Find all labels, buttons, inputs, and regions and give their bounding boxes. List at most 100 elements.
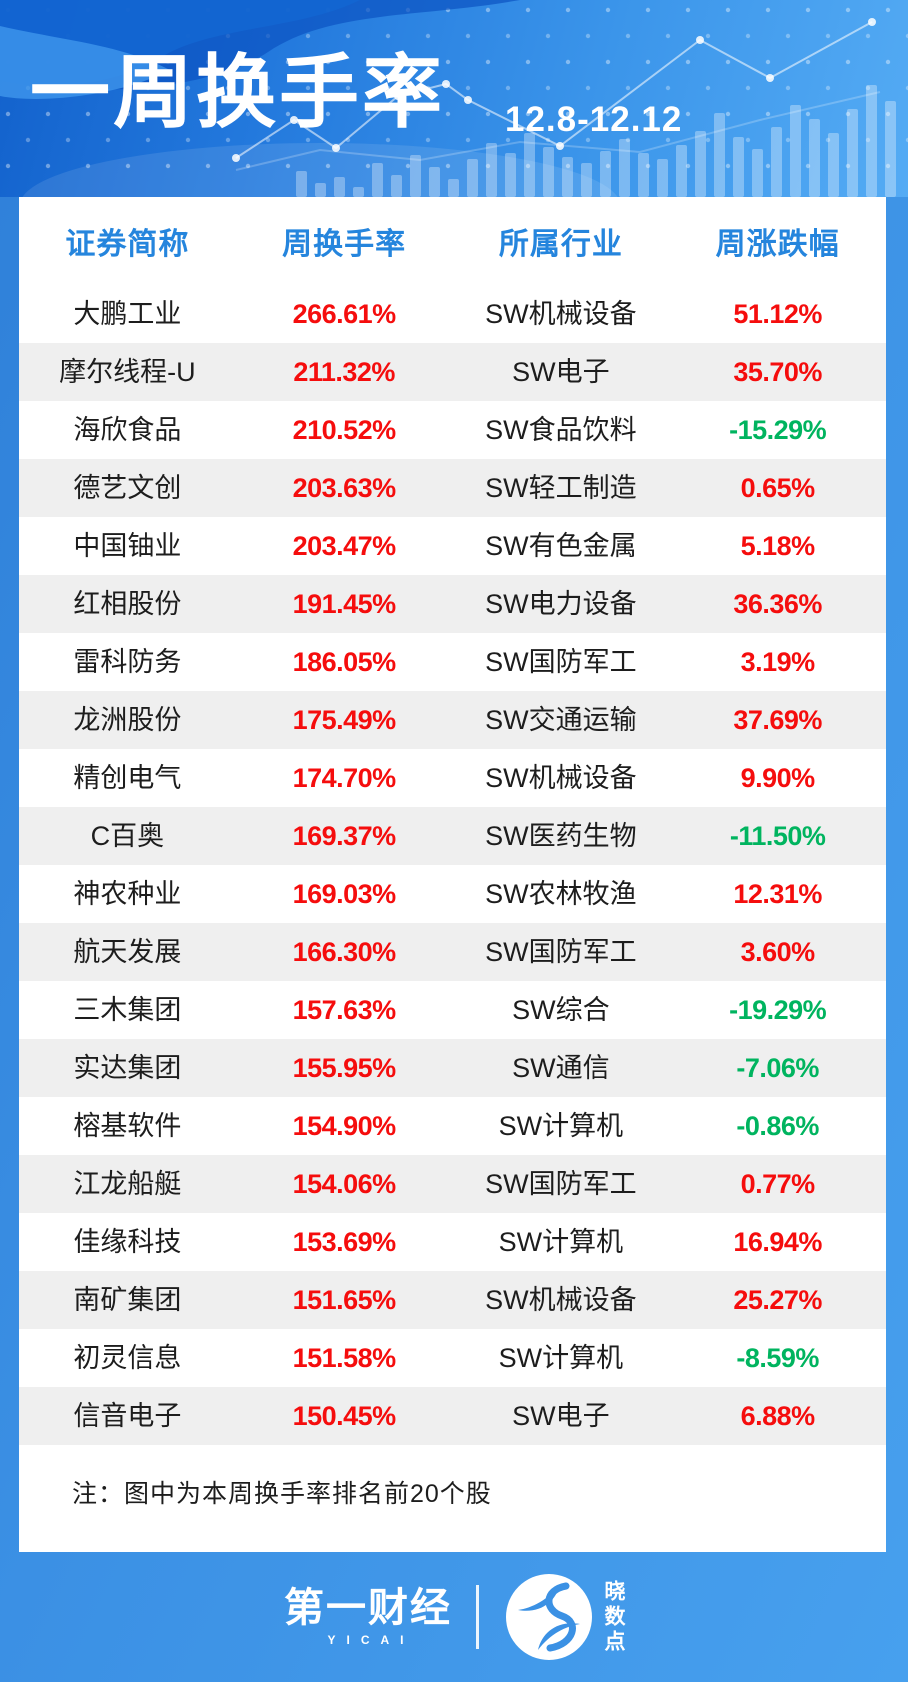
stock-name: 榕基软件 <box>73 1110 182 1141</box>
change-value: 0.77% <box>740 1168 816 1199</box>
yicai-logo-text: 第一财经 <box>284 1585 452 1630</box>
footnote: 注：图中为本周换手率排名前20个股 <box>72 1480 492 1508</box>
table-row: C百奥 169.37% SW医药生物 -11.50% <box>19 807 886 865</box>
table-row: 雷科防务 186.05% SW国防军工 3.19% <box>19 633 886 691</box>
turnover-value: 169.03% <box>292 878 397 909</box>
column-header-stock: 证券简称 <box>65 228 190 261</box>
industry-label: SW机械设备 <box>485 1284 637 1315</box>
turnover-value: 174.70% <box>292 762 397 793</box>
table-header-row: 证券简称 周换手率 所属行业 周涨跌幅 <box>19 197 886 285</box>
stock-name: 红相股份 <box>73 588 182 619</box>
change-value: 9.90% <box>740 762 816 793</box>
industry-label: SW综合 <box>512 994 610 1025</box>
table-row: 江龙船艇 154.06% SW国防军工 0.77% <box>19 1155 886 1213</box>
column-header-turnover: 周换手率 <box>282 228 407 261</box>
column-header-change: 周涨跌幅 <box>715 228 840 261</box>
industry-label: SW计算机 <box>498 1342 624 1373</box>
turnover-value: 157.63% <box>292 994 397 1025</box>
table-row: 南矿集团 151.65% SW机械设备 25.27% <box>19 1271 886 1329</box>
stock-name: 精创电气 <box>73 762 182 793</box>
change-value: 12.31% <box>733 878 822 909</box>
turnover-value: 151.58% <box>292 1342 397 1373</box>
page-title: 一周换手率 <box>30 48 445 137</box>
stock-name: 三木集团 <box>73 994 182 1025</box>
change-value: 51.12% <box>733 298 822 329</box>
bar-chart-silhouette <box>296 85 896 197</box>
change-value: 25.27% <box>733 1284 822 1315</box>
change-value: 16.94% <box>733 1226 822 1257</box>
industry-label: SW机械设备 <box>485 298 637 329</box>
stock-name: C百奥 <box>90 820 165 851</box>
industry-label: SW国防军工 <box>485 936 637 967</box>
wave-shape-light <box>0 26 170 99</box>
date-range: 12.8-12.12 <box>505 100 683 139</box>
turnover-value: 166.30% <box>292 936 397 967</box>
table-row: 海欣食品 210.52% SW食品饮料 -15.29% <box>19 401 886 459</box>
change-value: -15.29% <box>729 414 827 445</box>
change-value: 3.60% <box>740 936 816 967</box>
table-row: 佳缘科技 153.69% SW计算机 16.94% <box>19 1213 886 1271</box>
turnover-value: 153.69% <box>292 1226 397 1257</box>
stock-name: 大鹏工业 <box>73 298 182 329</box>
haze-glow <box>22 143 618 197</box>
change-value: -0.86% <box>736 1110 819 1141</box>
banner-decoration-graphic <box>0 0 908 197</box>
industry-label: SW机械设备 <box>485 762 637 793</box>
stock-name: 初灵信息 <box>73 1342 182 1373</box>
line-chart-main <box>235 21 873 159</box>
industry-label: SW国防军工 <box>485 646 637 677</box>
table-row: 神农种业 169.03% SW农林牧渔 12.31% <box>19 865 886 923</box>
change-value: 37.69% <box>733 704 822 735</box>
yicai-logo: 第一财经 YICAI <box>284 1588 452 1647</box>
stock-name: 海欣食品 <box>73 414 182 445</box>
stock-name: 实达集团 <box>73 1052 182 1083</box>
table-row: 红相股份 191.45% SW电力设备 36.36% <box>19 575 886 633</box>
yicai-logo-subtext: YICAI <box>327 1632 415 1647</box>
table-row: 德艺文创 203.63% SW轻工制造 0.65% <box>19 459 886 517</box>
industry-label: SW电子 <box>512 1400 610 1431</box>
change-value: 0.65% <box>740 472 816 503</box>
table-row: 精创电气 174.70% SW机械设备 9.90% <box>19 749 886 807</box>
industry-label: SW通信 <box>512 1052 610 1083</box>
table-row: 信音电子 150.45% SW电子 6.88% <box>19 1387 886 1445</box>
change-value: 3.19% <box>740 646 816 677</box>
table-row: 实达集团 155.95% SW通信 -7.06% <box>19 1039 886 1097</box>
footer-divider <box>476 1585 479 1649</box>
change-value: 35.70% <box>733 356 822 387</box>
turnover-value: 203.63% <box>292 472 397 503</box>
line-chart-markers <box>232 18 876 162</box>
industry-label: SW有色金属 <box>485 530 637 561</box>
turnover-value: 175.49% <box>292 704 397 735</box>
industry-label: SW电力设备 <box>485 588 637 619</box>
change-value: 6.88% <box>740 1400 816 1431</box>
turnover-value: 154.06% <box>292 1168 397 1199</box>
turnover-value: 191.45% <box>292 588 397 619</box>
footer-bar: 第一财经 YICAI 晓数点 <box>0 1552 908 1682</box>
line-chart-faint <box>235 91 881 171</box>
turnover-value: 211.32% <box>293 356 395 387</box>
industry-label: SW食品饮料 <box>485 414 637 445</box>
stock-name: 信音电子 <box>73 1400 182 1431</box>
table-row: 三木集团 157.63% SW综合 -19.29% <box>19 981 886 1039</box>
stock-name: 神农种业 <box>73 878 182 909</box>
turnover-value: 150.45% <box>292 1400 397 1431</box>
turnover-value: 169.37% <box>292 820 397 851</box>
turnover-value: 186.05% <box>292 646 397 677</box>
turnover-value: 151.65% <box>292 1284 397 1315</box>
turnover-value: 155.95% <box>292 1052 397 1083</box>
turnover-value: 210.52% <box>292 414 397 445</box>
change-value: -11.50% <box>729 820 826 851</box>
stock-name: 龙洲股份 <box>73 704 182 735</box>
table-row: 航天发展 166.30% SW国防军工 3.60% <box>19 923 886 981</box>
xiaoshudian-logo-icon <box>506 1574 592 1660</box>
table-row: 龙洲股份 175.49% SW交通运输 37.69% <box>19 691 886 749</box>
change-value: 5.18% <box>740 530 816 561</box>
stock-name: 江龙船艇 <box>73 1168 182 1199</box>
change-value: -19.29% <box>729 994 827 1025</box>
change-value: 36.36% <box>733 588 822 619</box>
industry-label: SW计算机 <box>498 1110 624 1141</box>
column-header-industry: 所属行业 <box>498 228 623 261</box>
table-body: 大鹏工业 266.61% SW机械设备 51.12% 摩尔线程-U 211.32% SW电子… <box>19 285 886 1445</box>
stock-name: 中国铀业 <box>73 530 182 561</box>
industry-label: SW计算机 <box>498 1226 624 1257</box>
